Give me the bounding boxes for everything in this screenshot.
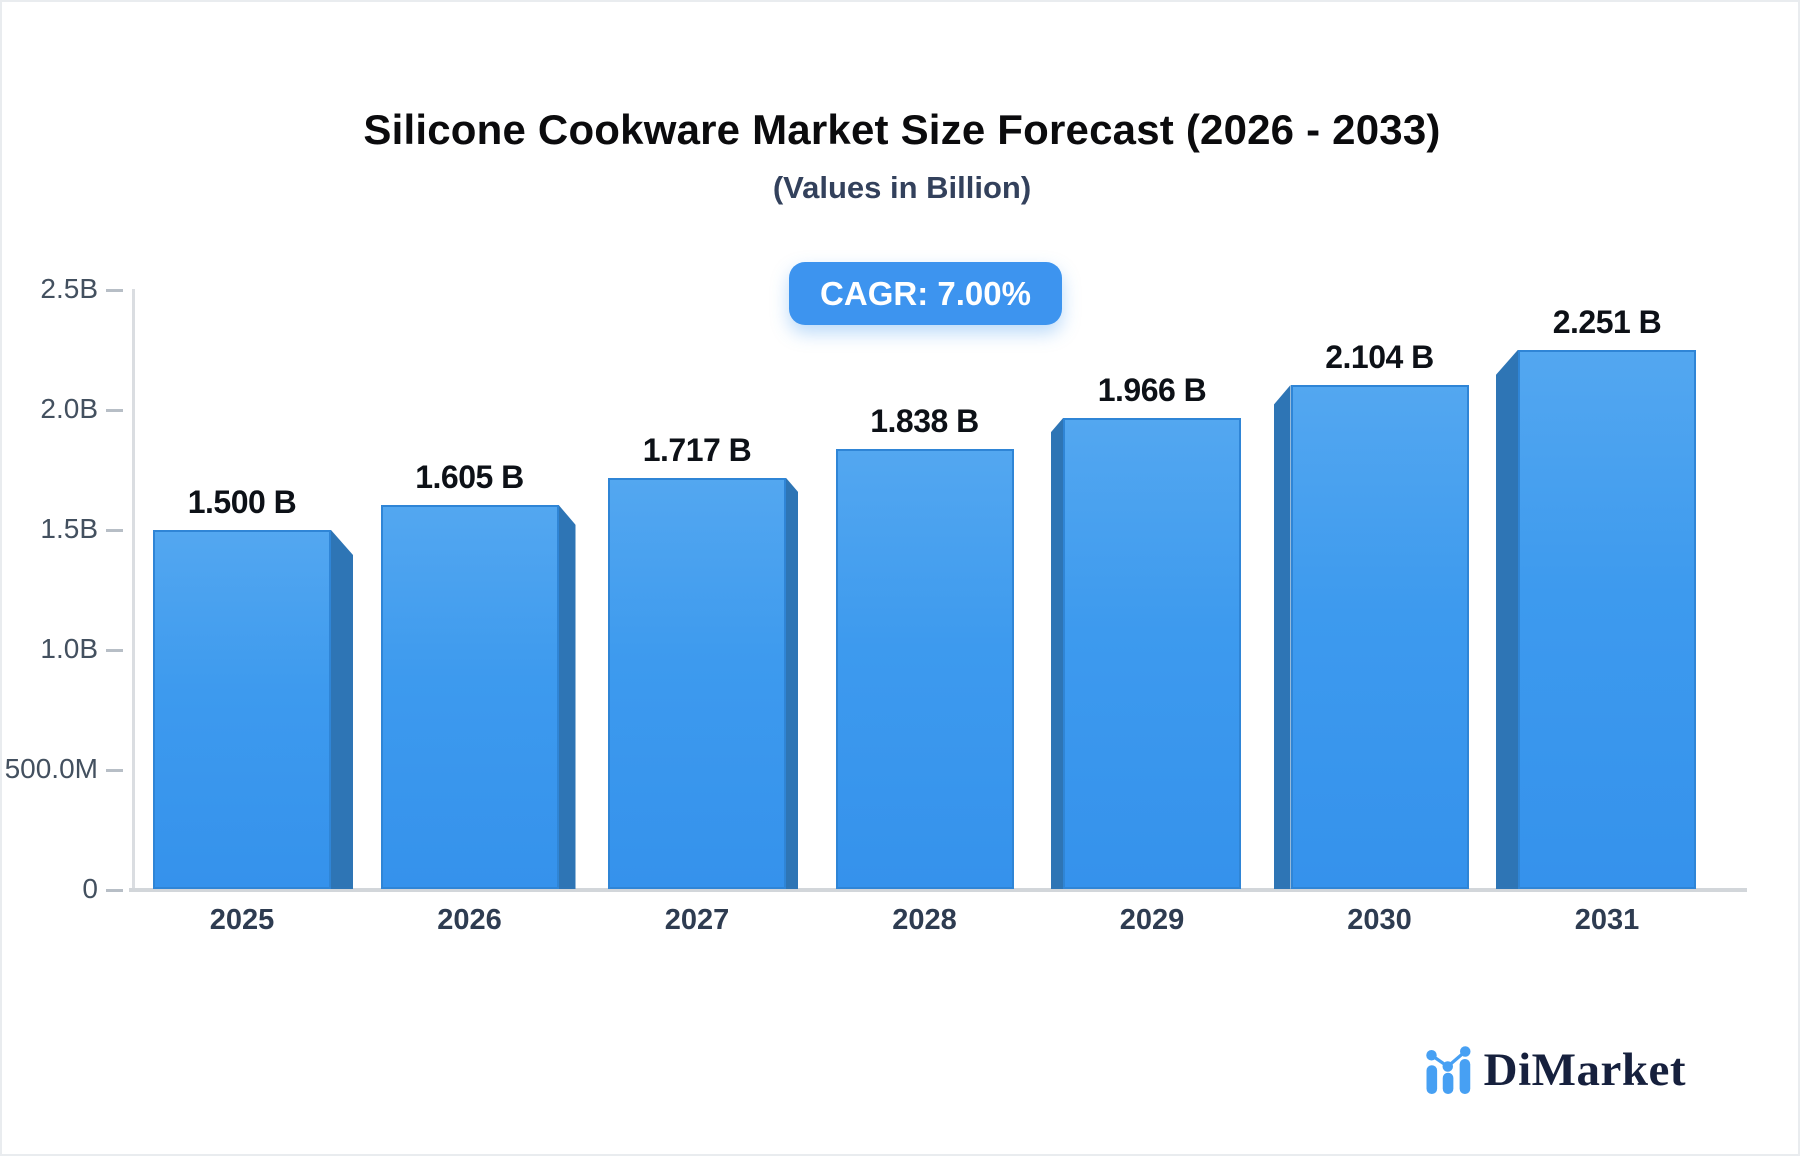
y-axis-tick — [106, 408, 123, 412]
bar[interactable] — [1518, 349, 1696, 889]
x-axis-label: 2026 — [437, 904, 502, 936]
bar[interactable] — [1063, 418, 1241, 889]
x-axis-label: 2028 — [892, 904, 957, 936]
y-axis-label: 0 — [82, 873, 98, 904]
bar-value-label: 1.838 B — [870, 402, 979, 439]
dimarket-logo[interactable]: DiMarket — [1425, 1044, 1686, 1096]
chart-title: Silicone Cookware Market Size Forecast (… — [363, 106, 1441, 153]
y-axis-label: 1.0B — [40, 633, 98, 664]
y-axis-tick — [106, 888, 123, 892]
y-axis-tick — [106, 288, 123, 292]
bar[interactable] — [153, 530, 331, 889]
bar-value-label: 1.605 B — [415, 458, 524, 495]
bar[interactable] — [380, 504, 559, 889]
bar-side-face — [1273, 385, 1291, 889]
x-axis-label: 2025 — [209, 904, 275, 936]
bar-value-label: 1.966 B — [1097, 372, 1207, 409]
bar-side-face — [786, 477, 798, 889]
bar-side-face — [331, 530, 353, 889]
bar-value-label: 1.500 B — [187, 484, 297, 520]
y-axis-label: 2.0B — [40, 393, 98, 424]
y-axis-tick — [106, 648, 123, 652]
bar[interactable] — [835, 448, 1014, 889]
bar-value-label: 1.717 B — [642, 431, 752, 468]
bar-side-face — [1496, 349, 1518, 889]
x-axis-label: 2029 — [1119, 904, 1185, 936]
bar-side-face — [558, 504, 576, 889]
bar-side-face — [1051, 418, 1063, 889]
x-axis-label: 2031 — [1574, 904, 1640, 936]
y-axis-label: 2.5B — [40, 273, 98, 304]
x-axis-label: 2030 — [1347, 904, 1412, 936]
logo-text: DiMarket — [1483, 1044, 1686, 1096]
y-axis-tick — [106, 768, 123, 772]
bar-value-label: 2.104 B — [1325, 339, 1434, 376]
x-axis-label: 2027 — [664, 904, 730, 936]
y-axis-label: 1.5B — [40, 513, 98, 544]
bar[interactable] — [608, 477, 786, 889]
y-axis-line — [132, 289, 135, 891]
bar-value-label: 2.251 B — [1552, 303, 1662, 340]
chart-subtitle: (Values in Billion) — [772, 170, 1032, 205]
bar[interactable] — [1290, 385, 1469, 889]
x-axis-line — [129, 888, 1747, 892]
cagr-badge: CAGR: 7.00% — [789, 262, 1062, 325]
y-axis-label: 500.0M — [4, 753, 98, 784]
cagr-badge-label: CAGR: 7.00% — [820, 274, 1031, 312]
y-axis-tick — [106, 528, 123, 532]
mini-bar-line-chart-icon — [1425, 1046, 1471, 1094]
